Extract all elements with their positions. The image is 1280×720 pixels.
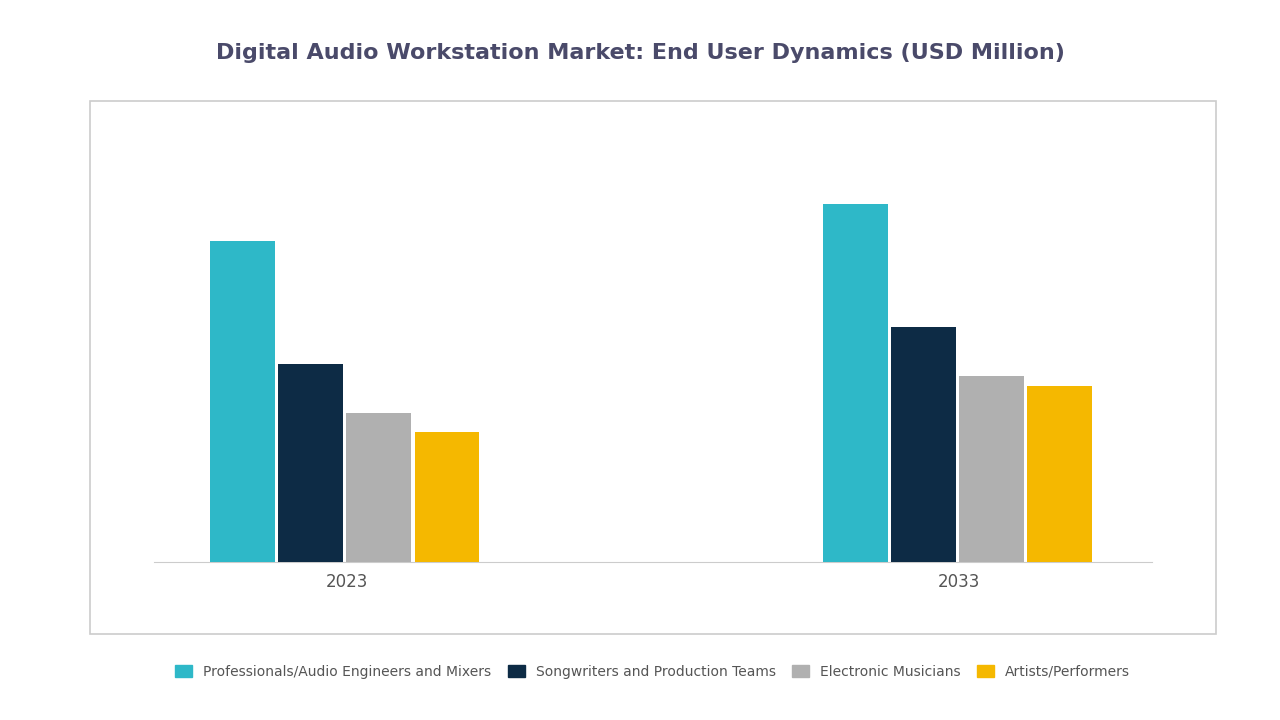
Bar	[1028, 386, 1092, 562]
Legend: Professionals/Audio Engineers and Mixers, Songwriters and Production Teams, Elec: Professionals/Audio Engineers and Mixers…	[170, 659, 1135, 684]
Bar	[823, 204, 887, 562]
Bar	[279, 364, 343, 562]
Bar	[891, 327, 956, 562]
Bar	[959, 377, 1024, 562]
Bar	[415, 432, 479, 562]
Text: Digital Audio Workstation Market: End User Dynamics (USD Million): Digital Audio Workstation Market: End Us…	[215, 43, 1065, 63]
Bar	[210, 240, 275, 562]
Bar	[347, 413, 411, 562]
